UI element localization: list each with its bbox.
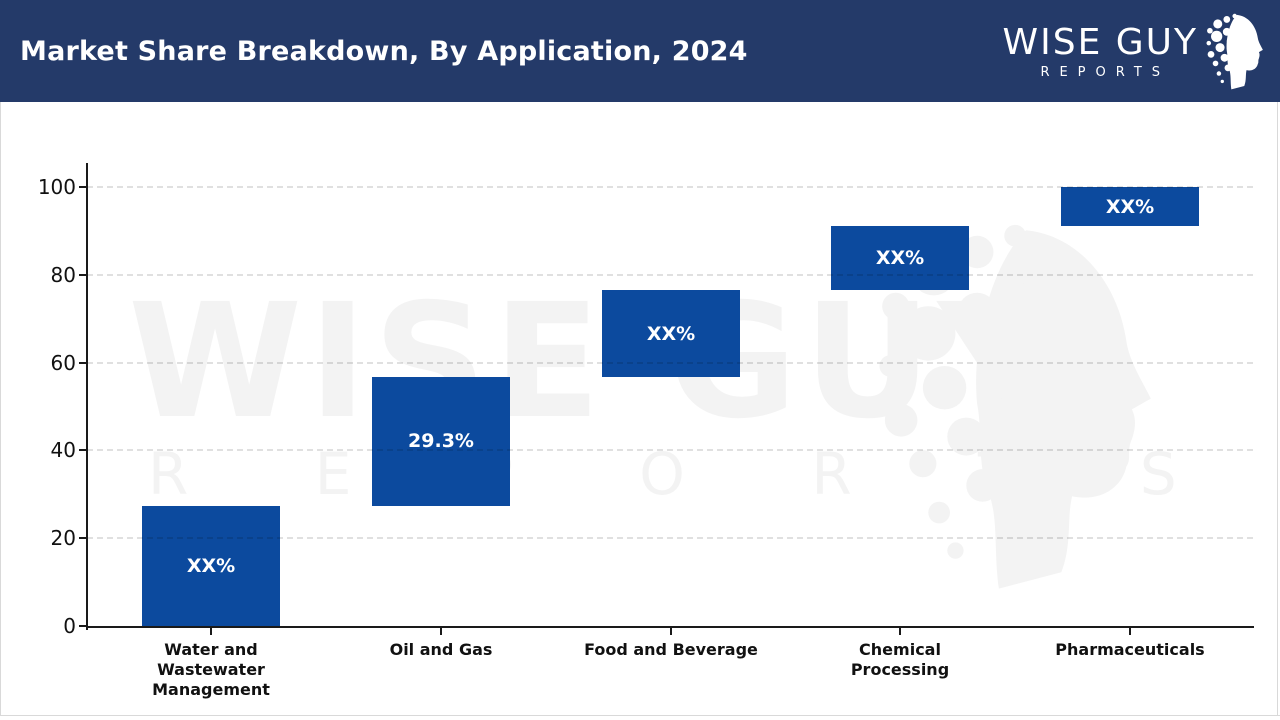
- y-tick-mark-100: [79, 186, 87, 188]
- gridline-60: [87, 361, 1253, 364]
- bar-value-label: XX%: [875, 247, 925, 270]
- x-axis-spine: [86, 626, 1254, 628]
- bar-2: XX%: [602, 290, 740, 378]
- logo-subtitle: REPORTS: [1040, 64, 1171, 80]
- gridline-80: [87, 273, 1253, 276]
- x-tick-label-line: Management: [152, 680, 270, 699]
- x-tick-label-4: Pharmaceuticals: [1020, 640, 1240, 660]
- x-tick-mark-4: [1129, 628, 1131, 635]
- logo-text: WISE GUY REPORTS: [1002, 21, 1199, 80]
- y-tick-label-100: 100: [37, 175, 76, 199]
- bar-value-label: XX%: [186, 554, 236, 577]
- y-tick-mark-60: [79, 361, 87, 364]
- gridline-20: [87, 537, 1253, 540]
- x-tick-mark-0: [210, 628, 212, 635]
- gridline-40: [87, 449, 1253, 452]
- page-edge-bottom: [0, 715, 1280, 716]
- x-tick-label-line: Pharmaceuticals: [1055, 640, 1205, 659]
- x-tick-mark-1: [440, 628, 442, 635]
- x-tick-label-0: Water and Wastewater Management: [101, 640, 321, 700]
- bar-4: XX%: [1061, 187, 1199, 227]
- x-tick-label-line: Wastewater: [157, 660, 265, 679]
- gridline-100: [87, 186, 1253, 188]
- bar-3: XX%: [831, 226, 969, 291]
- y-axis-spine: [86, 163, 88, 630]
- x-tick-label-line: Processing: [850, 660, 950, 679]
- y-tick-mark-40: [79, 449, 87, 452]
- plot-area: 0 20 40 60 80 100 XX% Water and Wastewater Manage…: [0, 102, 1280, 720]
- x-tick-label-line: Food and Beverage: [584, 640, 758, 659]
- head-profile-icon: [1206, 13, 1263, 90]
- x-tick-mark-2: [670, 628, 672, 635]
- y-tick-label-20: 20: [50, 526, 76, 551]
- y-tick-mark-20: [79, 537, 87, 540]
- x-tick-label-line: Chemical: [859, 640, 941, 659]
- y-tick-label-40: 40: [50, 438, 76, 463]
- x-tick-label-2: Food and Beverage: [561, 640, 781, 660]
- bar-0: XX%: [142, 505, 280, 626]
- y-tick-label-60: 60: [50, 350, 76, 375]
- y-tick-label-0: 0: [63, 614, 76, 638]
- bar-value-label: XX%: [1105, 195, 1155, 218]
- y-tick-label-80: 80: [50, 262, 76, 287]
- bar-value-label: XX%: [646, 322, 696, 345]
- wise-guy-reports-logo: WISE GUY REPORTS: [1003, 6, 1265, 96]
- y-tick-mark-0: [79, 625, 87, 627]
- bar-1: 29.3%: [372, 377, 510, 506]
- bar-value-label: 29.3%: [408, 430, 474, 453]
- chart-title: Market Share Breakdown, By Application, …: [20, 35, 748, 67]
- logo-wordmark: WISE GUY: [1002, 21, 1198, 63]
- x-tick-label-line: Water and: [164, 640, 258, 659]
- page-edge-right: [1277, 102, 1278, 716]
- x-tick-label-1: Oil and Gas: [331, 640, 551, 660]
- header-band: Market Share Breakdown, By Application, …: [0, 0, 1280, 102]
- x-tick-mark-3: [899, 628, 901, 635]
- y-tick-mark-80: [79, 273, 87, 276]
- page-edge-left: [0, 102, 1, 716]
- x-tick-label-line: Oil and Gas: [389, 640, 493, 659]
- x-tick-label-3: Chemical Processing: [790, 640, 1010, 680]
